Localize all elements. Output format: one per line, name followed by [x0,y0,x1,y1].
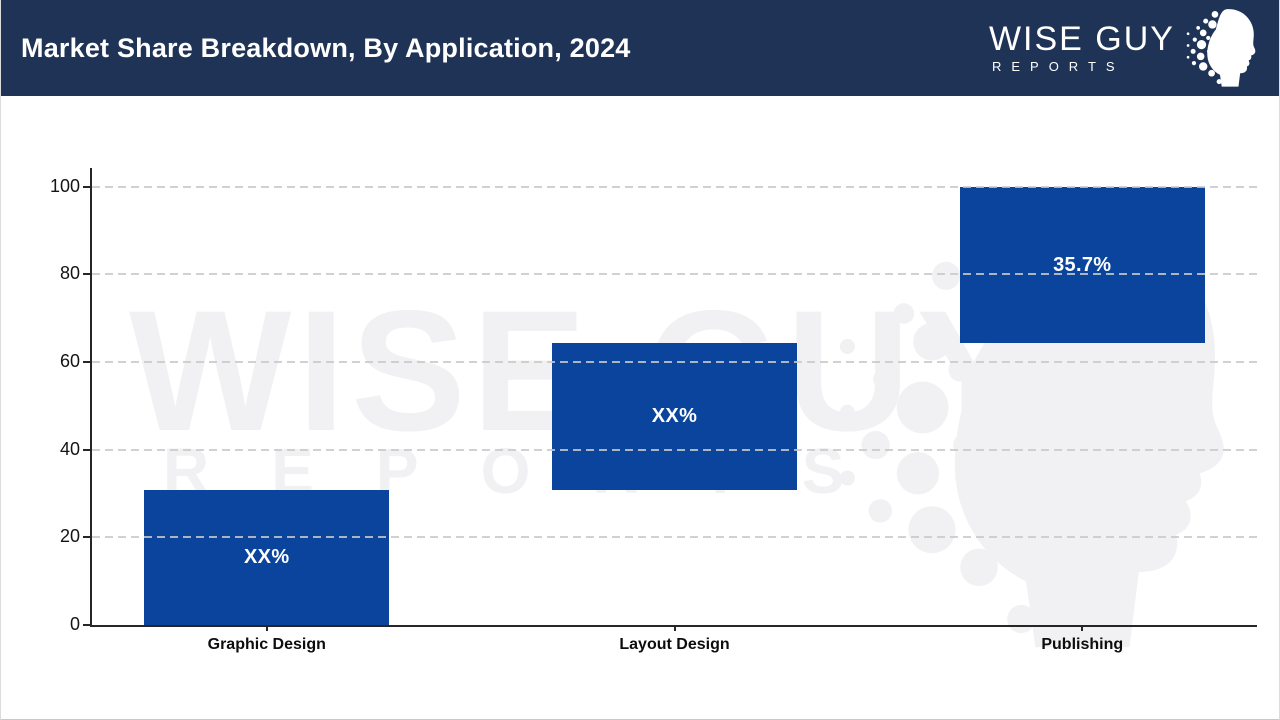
wiseguy-logo-text: WISE GUY REPORTS [988,19,1175,75]
chart-title: Market Share Breakdown, By Application, … [21,32,631,63]
bar-value-label-publishing: 35.7% [1053,253,1112,276]
x-axis-label-layout-design: Layout Design [619,636,730,653]
wiseguy-logo-subtitle: REPORTS [991,59,1125,75]
y-tick-mark-80 [83,273,90,276]
y-tick-label-80: 80 [59,263,80,284]
plot-area: 0 20 40 60 80 100 XX% Graphic Design XX% Layout D… [50,168,1257,653]
y-tick-label-100: 100 [49,175,80,196]
bar-publishing: 35.7% [959,186,1205,344]
bar-graphic-design: XX% [144,490,390,625]
y-tick-label-0: 0 [69,614,80,634]
header-bar: Market Share Breakdown, By Application, … [1,0,1279,96]
y-tick-label-60: 60 [59,351,80,372]
bar-value-label-graphic-design: XX% [244,546,290,569]
y-tick-mark-0 [83,624,90,626]
bar-value-label-layout-design: XX% [651,405,698,428]
chart-area: WISE GUY REPORTS [1,96,1279,719]
wiseguy-logo: WISE GUY REPORTS [989,6,1263,90]
y-tick-mark-20 [83,536,90,539]
x-axis-label-publishing: Publishing [1041,636,1124,653]
bar-layout-design: XX% [552,343,797,491]
x-tick-mark-publishing [1081,625,1084,631]
wiseguy-head-icon [1186,9,1256,87]
wiseguy-logo-wordmark: WISE GUY [988,19,1175,58]
y-tick-mark-100 [83,185,90,188]
x-tick-mark-layout-design [673,625,676,631]
y-tick-mark-60 [83,361,90,364]
x-tick-mark-graphic-design [265,625,268,631]
y-tick-mark-40 [83,448,90,451]
x-axis-label-graphic-design: Graphic Design [207,636,326,653]
y-tick-label-40: 40 [59,438,80,459]
y-tick-label-20: 20 [59,526,80,547]
